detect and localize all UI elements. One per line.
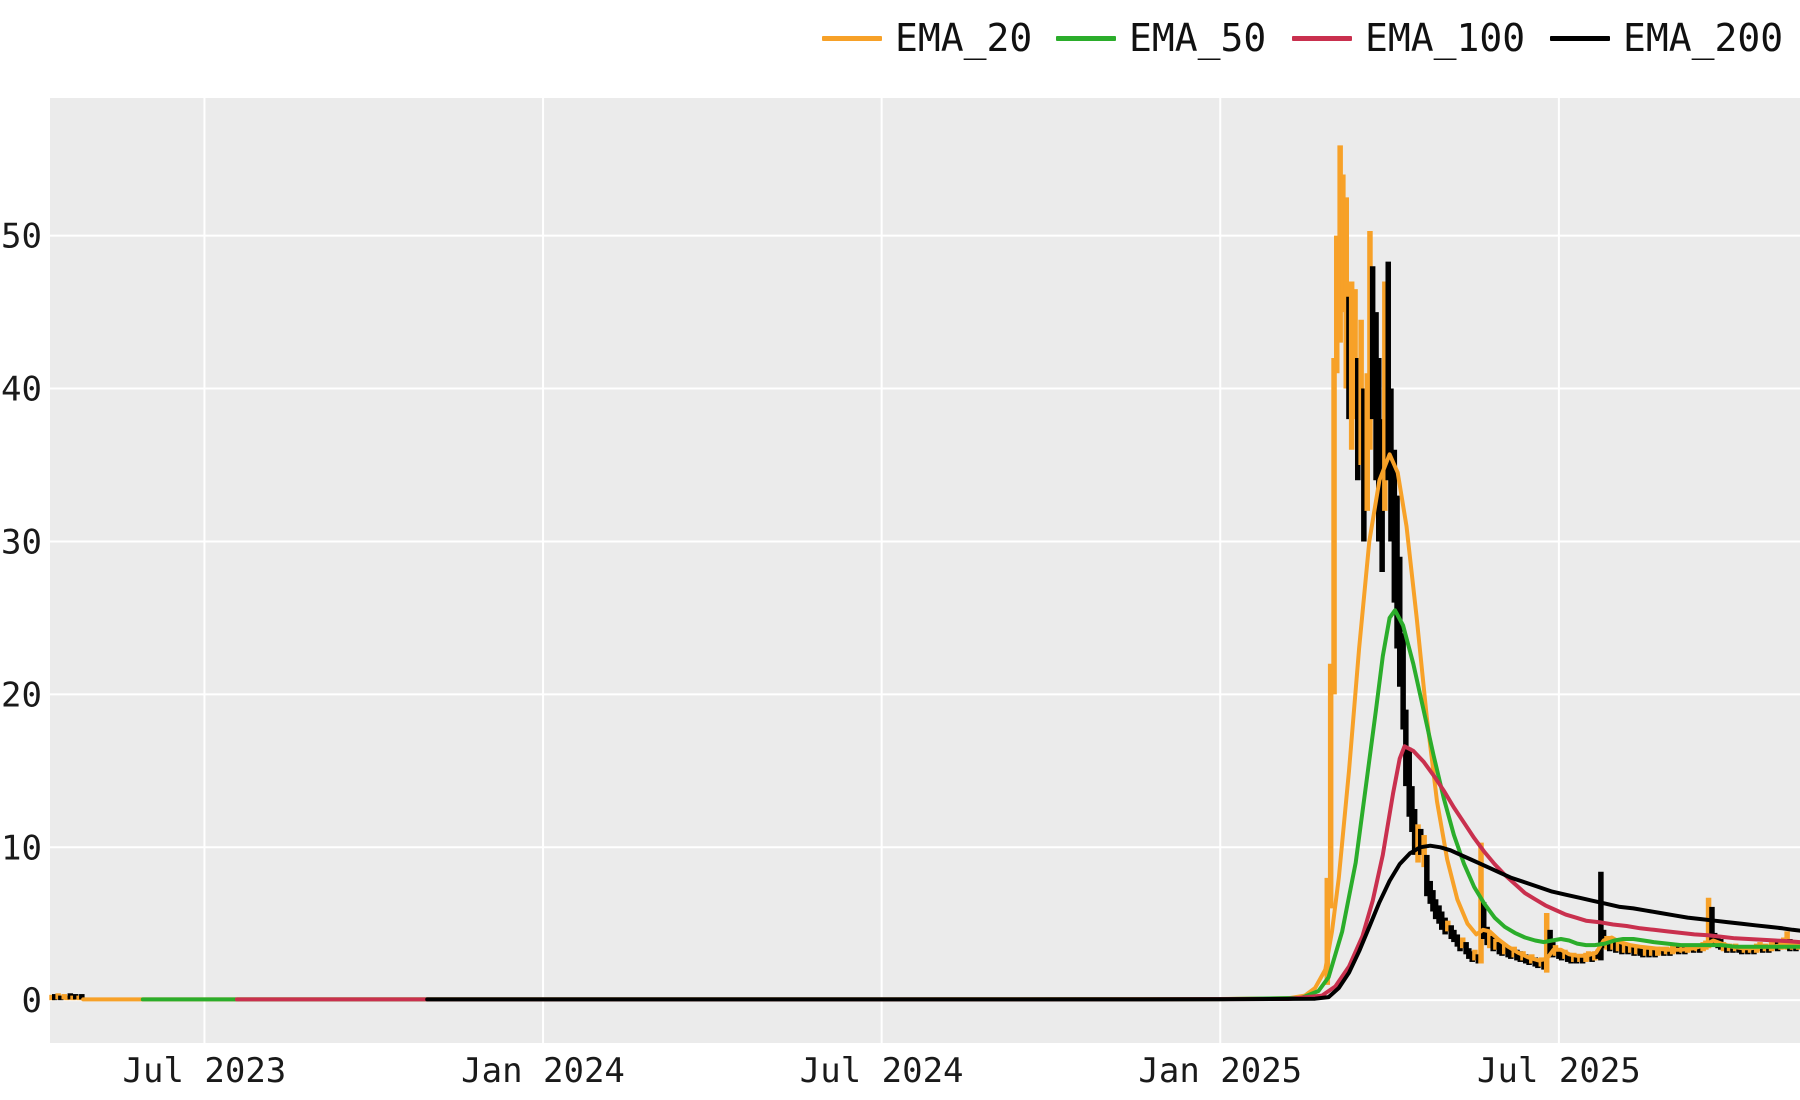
ema-line-ema_20 bbox=[81, 452, 1800, 1002]
x-tick-label: Jan 2024 bbox=[461, 1051, 625, 1091]
x-tick-label: Jan 2025 bbox=[1138, 1051, 1302, 1091]
x-tick-label: Jul 2024 bbox=[800, 1051, 964, 1091]
legend-item-ema_50: EMA_50 bbox=[1056, 16, 1266, 60]
legend-label: EMA_100 bbox=[1365, 16, 1526, 60]
legend-swatch-ema_200 bbox=[1550, 35, 1610, 41]
legend-item-ema_100: EMA_100 bbox=[1292, 16, 1525, 60]
legend-label: EMA_200 bbox=[1623, 16, 1784, 60]
legend-swatch-ema_100 bbox=[1292, 35, 1352, 41]
plot-area bbox=[50, 98, 1800, 1043]
y-tick-label: 40 bbox=[1, 370, 42, 410]
y-tick-label: 0 bbox=[22, 981, 42, 1021]
legend-item-ema_20: EMA_20 bbox=[822, 16, 1032, 60]
y-tick-label: 50 bbox=[1, 217, 42, 257]
ema-line-ema_200 bbox=[425, 843, 1800, 1002]
legend-item-ema_200: EMA_200 bbox=[1550, 16, 1783, 60]
legend-label: EMA_20 bbox=[895, 16, 1033, 60]
chart-legend: EMA_20 EMA_50 EMA_100 EMA_200 bbox=[0, 16, 1800, 60]
y-tick-label: 20 bbox=[1, 675, 42, 715]
y-tick-label: 30 bbox=[1, 522, 42, 562]
legend-swatch-ema_20 bbox=[822, 35, 882, 41]
ema-line-ema_100 bbox=[234, 744, 1800, 1002]
x-tick-label: Jul 2023 bbox=[123, 1051, 287, 1091]
legend-swatch-ema_50 bbox=[1056, 35, 1116, 41]
y-tick-label: 10 bbox=[1, 828, 42, 868]
ema-line-ema_50 bbox=[140, 608, 1800, 1002]
legend-label: EMA_50 bbox=[1129, 16, 1267, 60]
x-tick-label: Jul 2025 bbox=[1477, 1051, 1641, 1091]
